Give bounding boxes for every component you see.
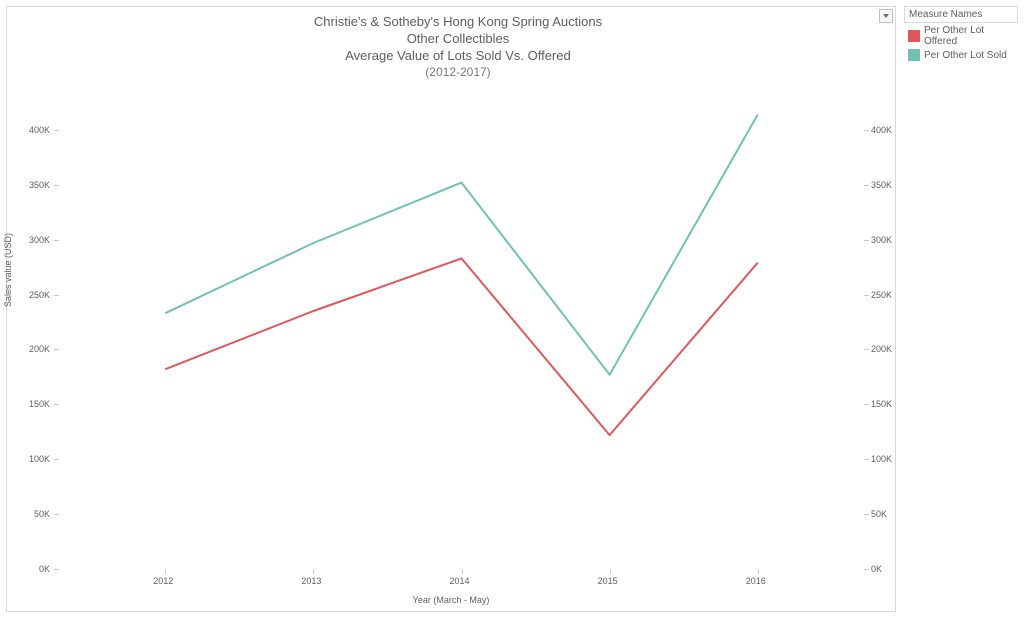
y-tick-label-right: 250K xyxy=(871,290,892,300)
y-tick-mark-left xyxy=(54,349,59,350)
y-tick-mark-left xyxy=(54,569,59,570)
y-tick-mark-right xyxy=(864,185,869,186)
y-tick-label-right: 0K xyxy=(871,564,882,574)
chart-title-block: Christie's & Sotheby's Hong Kong Spring … xyxy=(13,13,903,81)
y-tick-label-right: 350K xyxy=(871,180,892,190)
legend-swatch xyxy=(908,30,920,42)
y-tick-mark-left xyxy=(54,459,59,460)
y-tick-label-left: 100K xyxy=(29,454,50,464)
chart-title-line-2: Other Collectibles xyxy=(13,30,903,47)
x-tick-mark xyxy=(165,569,166,574)
x-tick-label: 2013 xyxy=(301,576,321,586)
plot-svg xyxy=(59,97,864,569)
y-tick-label-left: 350K xyxy=(29,180,50,190)
y-tick-mark-right xyxy=(864,514,869,515)
legend-item[interactable]: Per Other Lot Sold xyxy=(904,47,1018,61)
y-tick-mark-right xyxy=(864,295,869,296)
y-tick-label-left: 0K xyxy=(39,564,50,574)
legend-swatch xyxy=(908,49,920,61)
y-tick-label-left: 400K xyxy=(29,125,50,135)
y-tick-label-right: 100K xyxy=(871,454,892,464)
x-tick-mark xyxy=(610,569,611,574)
y-tick-mark-left xyxy=(54,404,59,405)
y-tick-label-left: 200K xyxy=(29,344,50,354)
x-tick-label: 2016 xyxy=(746,576,766,586)
series-line xyxy=(165,258,757,435)
y-tick-mark-left xyxy=(54,514,59,515)
y-tick-mark-right xyxy=(864,569,869,570)
y-tick-label-right: 50K xyxy=(871,509,887,519)
y-tick-label-left: 150K xyxy=(29,399,50,409)
x-tick-label: 2015 xyxy=(598,576,618,586)
x-tick-mark xyxy=(758,569,759,574)
y-tick-mark-right xyxy=(864,130,869,131)
y-tick-label-right: 200K xyxy=(871,344,892,354)
caret-down-icon xyxy=(883,14,889,18)
chart-root: Christie's & Sotheby's Hong Kong Spring … xyxy=(0,0,1024,618)
x-tick-label: 2012 xyxy=(153,576,173,586)
y-tick-mark-right xyxy=(864,240,869,241)
y-tick-mark-left xyxy=(54,130,59,131)
legend-item[interactable]: Per Other Lot Offered xyxy=(904,23,1018,47)
series-line xyxy=(165,115,757,375)
y-tick-label-left: 250K xyxy=(29,290,50,300)
legend-label: Per Other Lot Offered xyxy=(924,25,1014,47)
x-tick-label: 2014 xyxy=(450,576,470,586)
y-tick-mark-right xyxy=(864,349,869,350)
x-tick-mark xyxy=(313,569,314,574)
y-tick-label-left: 300K xyxy=(29,235,50,245)
plot-area xyxy=(59,97,864,569)
y-tick-label-right: 150K xyxy=(871,399,892,409)
y-tick-label-right: 300K xyxy=(871,235,892,245)
x-axis-title: Year (March - May) xyxy=(7,595,895,605)
y-tick-mark-left xyxy=(54,185,59,186)
chart-title-line-1: Christie's & Sotheby's Hong Kong Spring … xyxy=(13,13,903,30)
chart-subtitle: (2012-2017) xyxy=(13,64,903,81)
y-tick-label-right: 400K xyxy=(871,125,892,135)
chart-title-line-3: Average Value of Lots Sold Vs. Offered xyxy=(13,47,903,64)
y-tick-label-left: 50K xyxy=(34,509,50,519)
chart-options-dropdown[interactable] xyxy=(879,9,893,23)
x-tick-mark xyxy=(462,569,463,574)
chart-frame: Christie's & Sotheby's Hong Kong Spring … xyxy=(6,6,896,612)
y-axis-title: Sales value (USD) xyxy=(3,233,13,307)
y-tick-mark-right xyxy=(864,459,869,460)
y-tick-mark-right xyxy=(864,404,869,405)
legend-title: Measure Names xyxy=(904,6,1018,23)
legend-panel: Measure Names Per Other Lot Offered Per O… xyxy=(904,6,1018,61)
y-tick-mark-left xyxy=(54,240,59,241)
y-tick-mark-left xyxy=(54,295,59,296)
legend-label: Per Other Lot Sold xyxy=(924,50,1007,61)
